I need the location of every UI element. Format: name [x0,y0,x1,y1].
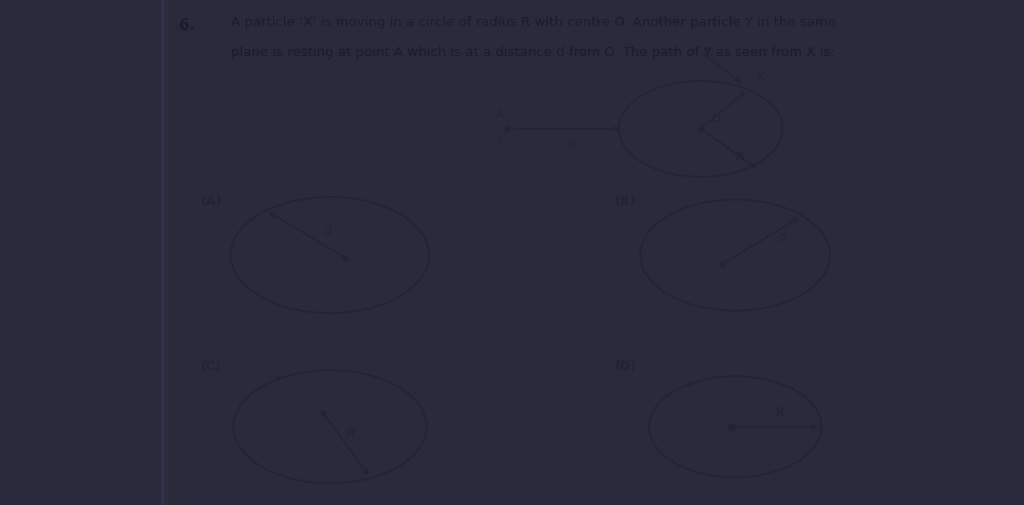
Text: O: O [712,114,721,124]
Text: R: R [776,406,784,419]
Text: (C): (C) [201,360,221,373]
Text: R: R [346,427,355,440]
Text: (B): (B) [614,195,636,209]
Text: plane is resting at point A which is at a distance d from O. The path of Y as se: plane is resting at point A which is at … [230,46,835,60]
Text: d: d [567,138,574,148]
Text: 6.: 6. [179,18,196,33]
Text: d: d [324,225,332,238]
Text: (A): (A) [201,195,222,209]
Text: A particle ‘X’ is moving in a circle of radius R with centre O. Another particle: A particle ‘X’ is moving in a circle of … [230,16,836,29]
Text: d: d [777,231,785,244]
Text: X: X [757,72,764,82]
Text: Y: Y [497,136,503,146]
Text: A: A [496,110,504,120]
Text: R: R [735,152,743,162]
Text: (D): (D) [614,360,637,373]
